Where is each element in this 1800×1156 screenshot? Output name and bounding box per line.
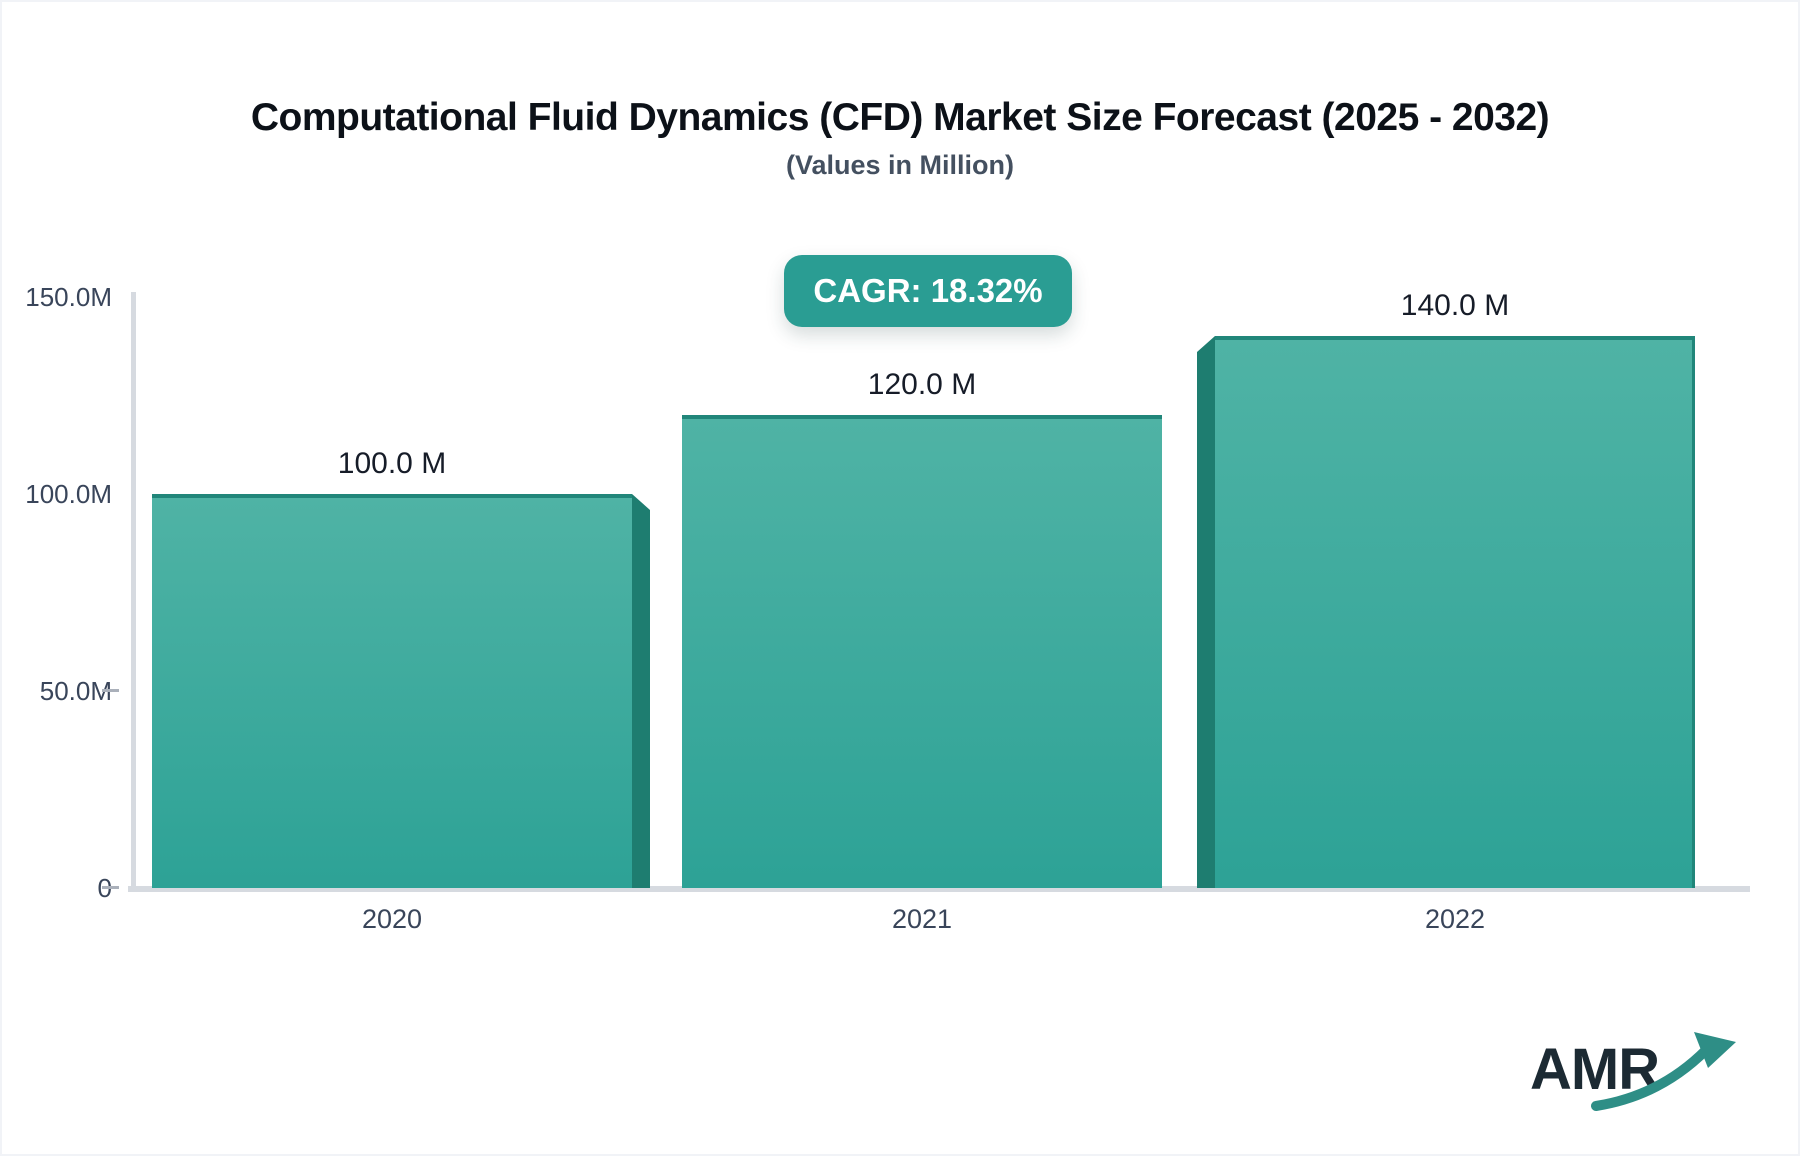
x-axis-label-2020: 2020: [361, 904, 423, 934]
x-axis-label-2022: 2022: [1424, 904, 1486, 934]
y-axis-tick-label: 50.0M: [39, 676, 112, 706]
chart-title: Computational Fluid Dynamics (CFD) Marke…: [250, 96, 1550, 139]
y-axis-tick-label: 150.0M: [25, 282, 112, 312]
x-axis-label-2021: 2021: [891, 904, 953, 934]
bar-2021: [682, 415, 1162, 888]
cagr-badge: CAGR: 18.32%: [784, 255, 1072, 327]
bar-2022: [1215, 336, 1695, 888]
brand-logo: AMR: [1530, 1028, 1760, 1128]
bar-side-face-2020: [632, 494, 650, 888]
y-axis-tick-mark: [102, 689, 119, 692]
growth-arrow-icon: [1591, 1032, 1736, 1111]
chart-subtitle: (Values in Million): [785, 150, 1015, 180]
bar-value-label-2021: 120.0 M: [867, 368, 977, 401]
bar-value-label-2020: 100.0 M: [337, 447, 447, 480]
bar-side-face-2022: [1197, 336, 1215, 888]
y-axis-tick-label: 100.0M: [25, 479, 112, 509]
y-axis-tick-mark: [102, 886, 119, 889]
x-axis-line: [128, 886, 1750, 892]
bar-value-label-2022: 140.0 M: [1400, 289, 1510, 322]
y-axis-tick-label: 0: [12, 872, 112, 904]
y-axis-line: [131, 292, 136, 890]
bar-2020: [152, 494, 632, 888]
